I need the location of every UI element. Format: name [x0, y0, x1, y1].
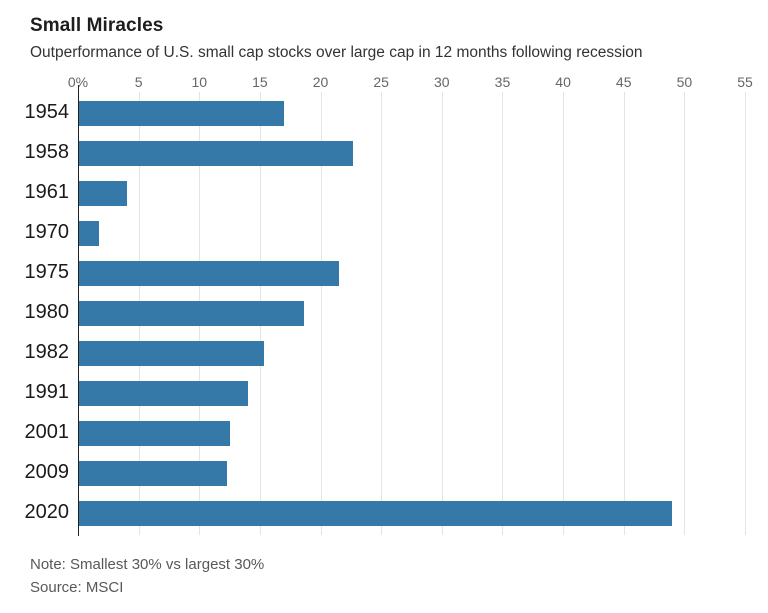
bars-group — [78, 93, 745, 533]
chart-note: Note: Smallest 30% vs largest 30% — [30, 556, 265, 573]
bar — [78, 460, 228, 486]
bar — [78, 180, 127, 206]
bar — [78, 140, 354, 166]
chart-footer: Note: Smallest 30% vs largest 30% Source… — [30, 553, 738, 599]
bar-row — [78, 373, 745, 413]
x-tick-label: 30 — [434, 74, 450, 90]
gridline — [623, 92, 625, 535]
bar — [78, 100, 285, 126]
zero-axis-line — [78, 85, 79, 536]
chart-header: Small Miracles Outperformance of U.S. sm… — [0, 0, 768, 62]
bar-row — [78, 173, 745, 213]
year-label: 2020 — [24, 500, 70, 523]
year-label: 1961 — [24, 180, 70, 203]
plot-area — [78, 85, 746, 536]
year-label: 1980 — [24, 300, 70, 323]
x-axis: 0% 5 10 15 20 25 30 35 40 45 50 55 — [68, 70, 753, 92]
gridline — [684, 92, 686, 535]
year-label: 1991 — [24, 380, 70, 403]
bar — [78, 500, 673, 526]
x-tick-label: 25 — [373, 74, 389, 90]
bar-row — [78, 333, 745, 373]
gridline — [745, 92, 746, 535]
year-label: 1975 — [24, 260, 70, 283]
bar-row — [78, 133, 745, 173]
bar — [78, 300, 304, 326]
bar-row — [78, 493, 745, 533]
bar — [78, 260, 339, 286]
bar-row — [78, 413, 745, 453]
year-label: 1958 — [24, 140, 70, 163]
gridline — [320, 92, 322, 535]
x-tick-label: 20 — [312, 74, 329, 90]
gridline — [441, 92, 443, 535]
x-tick-label: 45 — [615, 74, 632, 90]
chart-subtitle: Outperformance of U.S. small cap stocks … — [30, 44, 643, 61]
bar-row — [78, 93, 745, 133]
gridline — [381, 92, 383, 535]
bar — [78, 420, 230, 446]
year-label: 1954 — [24, 100, 70, 123]
x-tick-label: 0% — [67, 74, 89, 90]
chart-title: Small Miracles — [30, 15, 164, 36]
bar-row — [78, 253, 745, 293]
x-tick-label: 40 — [555, 74, 571, 90]
year-label: 2009 — [24, 460, 70, 483]
bar-chart: 0% 5 10 15 20 25 30 35 40 45 50 55 1954 1958 1961 1970… — [0, 70, 768, 536]
chart-body: 1954 1958 1961 1970 1975 1980 1982 1991 2001 2009… — [0, 85, 768, 536]
x-tick-label: 15 — [252, 74, 268, 90]
bar-row — [78, 213, 745, 253]
chart-source: Source: MSCI — [30, 579, 124, 596]
year-label: 1982 — [24, 340, 70, 363]
bar-row — [78, 453, 745, 493]
y-axis-labels: 1954 1958 1961 1970 1975 1980 1982 1991 2001 2009… — [0, 92, 78, 532]
x-tick-label: 35 — [494, 74, 511, 90]
bar — [78, 220, 99, 246]
x-tick-label: 50 — [676, 74, 693, 90]
gridline — [563, 92, 565, 535]
gridline — [502, 92, 504, 535]
bar-row — [78, 293, 745, 333]
x-tick-label: 10 — [191, 74, 208, 90]
bar — [78, 340, 264, 366]
x-tick-label: 5 — [134, 74, 143, 90]
year-label: 2001 — [24, 420, 70, 443]
year-label: 1970 — [24, 220, 70, 243]
bar — [78, 380, 248, 406]
x-tick-label: 55 — [737, 74, 753, 90]
